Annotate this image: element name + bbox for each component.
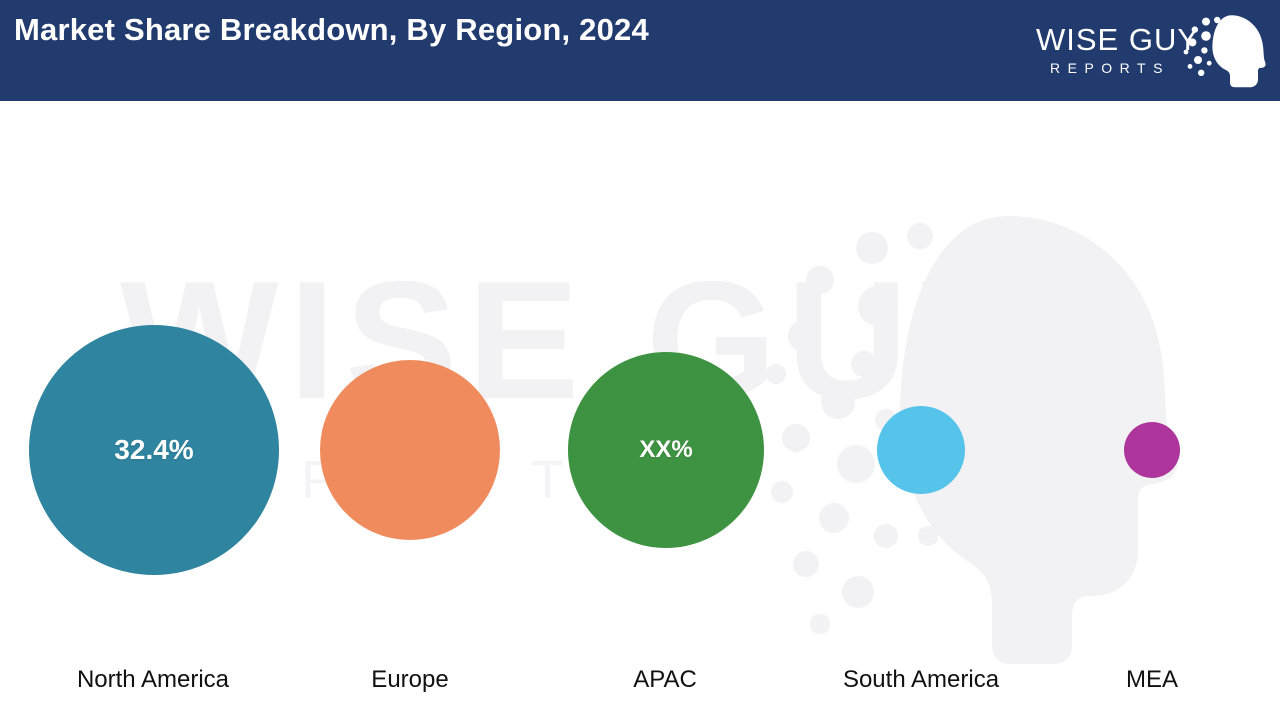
bubble-value-label: XX% [639, 436, 693, 463]
category-label-north-america: North America [76, 666, 230, 693]
bubble-apac[interactable]: XX% [568, 352, 764, 548]
logo-wordmark: WISE GUY [1036, 22, 1200, 57]
category-label-mea: MEA [1125, 666, 1179, 693]
bubble-chart-plot-area: WISE GUY REPORTS [0, 101, 1280, 720]
category-label-apac: APAC [633, 666, 697, 693]
chart-header-bar: Market Share Breakdown, By Region, 2024 … [0, 0, 1280, 101]
category-axis: North America Europe APAC South America MEA [0, 666, 1280, 706]
bubble-europe[interactable] [320, 360, 500, 540]
bubble-series: 32.4% XX% [0, 101, 1280, 720]
logo-subwordmark: REPORTS [1050, 60, 1170, 76]
category-label-south-america: South America [842, 666, 1000, 693]
page-title: Market Share Breakdown, By Region, 2024 [14, 12, 649, 47]
brand-logo: WISE GUY REPORTS [1024, 10, 1272, 92]
bubble-north-america[interactable]: 32.4% [29, 325, 279, 575]
category-label-europe: Europe [371, 666, 449, 693]
bubble-value-label: 32.4% [114, 434, 194, 465]
bubble-south-america[interactable] [877, 406, 965, 494]
bubble-mea[interactable] [1124, 422, 1180, 478]
head-profile-dots-logo-icon [1183, 15, 1266, 88]
